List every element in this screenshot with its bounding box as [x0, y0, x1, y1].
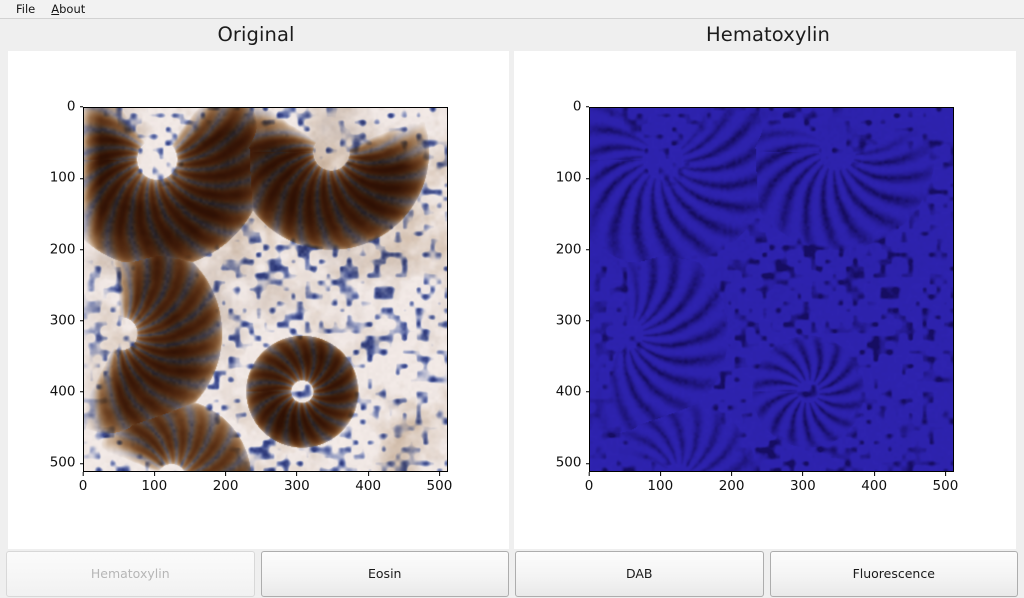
x-tick-mark — [296, 472, 298, 476]
y-tick-mark — [585, 462, 589, 464]
x-tick-mark — [659, 472, 661, 476]
panel-original: Original 0 100 200 300 400 500 0 100 200 300 400 5… — [0, 19, 512, 549]
y-tick-label: 400 — [555, 383, 582, 400]
y-tick-mark — [79, 106, 83, 108]
x-tick-label: 100 — [647, 477, 674, 494]
x-tick-400: 400 — [861, 472, 887, 493]
x-tick-mark — [367, 472, 369, 476]
x-tick-label: 0 — [584, 477, 594, 494]
x-tick-300: 300 — [790, 472, 816, 493]
stain-button-label: DAB — [625, 566, 653, 581]
stain-button-fluorescence[interactable]: Fluorescence — [769, 550, 1018, 597]
x-tick-mark — [225, 472, 227, 476]
y-tick-label: 500 — [49, 454, 76, 471]
x-tick-label: 300 — [789, 477, 816, 494]
panels-row: Original 0 100 200 300 400 500 0 100 200 300 400 5… — [0, 19, 1024, 549]
y-tick-label: 200 — [555, 240, 582, 257]
axes-hematoxylin[interactable]: 0 100 200 300 400 500 0 100 200 300 400 500 — [556, 100, 959, 492]
y-tick-0: 0 — [573, 100, 589, 114]
panel-hematoxylin: Hematoxylin 0 100 200 300 400 500 0 100 200 300 4… — [512, 19, 1024, 549]
stain-button-hematoxylin: Hematoxylin — [6, 550, 255, 597]
x-tick-300: 300 — [284, 472, 310, 493]
x-tick-mark — [802, 472, 804, 476]
plot-card-original[interactable]: 0 100 200 300 400 500 0 100 200 300 400 500 — [8, 51, 509, 549]
x-tick-mark — [82, 472, 84, 476]
y-tick-400: 400 — [556, 385, 589, 399]
x-tick-label: 400 — [861, 477, 888, 494]
y-tick-mark — [585, 320, 589, 322]
panel-title-hematoxylin: Hematoxylin — [512, 19, 1024, 51]
y-tick-200: 200 — [49, 240, 83, 257]
y-tick-label: 300 — [49, 312, 76, 329]
y-tick-label: 100 — [555, 169, 582, 186]
y-tick-label: 100 — [49, 169, 76, 186]
y-tick-100: 100 — [555, 169, 589, 186]
plot-card-hematoxylin[interactable]: 0 100 200 300 400 500 0 100 200 300 400 500 — [514, 51, 1016, 549]
y-tick-mark — [79, 177, 83, 179]
x-tick-0: 0 — [78, 472, 88, 494]
x-tick-mark — [588, 472, 590, 476]
x-tick-500: 500 — [426, 472, 453, 494]
stain-button-label: Fluorescence — [852, 566, 935, 581]
stain-button-eosin[interactable]: Eosin — [260, 550, 509, 597]
image-hematoxylin[interactable] — [590, 108, 953, 471]
y-tick-label: 0 — [572, 98, 582, 115]
x-tick-label: 400 — [355, 477, 382, 494]
x-tick-100: 100 — [647, 472, 673, 493]
x-tick-mark — [873, 472, 875, 476]
y-tick-mark — [585, 177, 589, 179]
menu-item-about[interactable]: About — [51, 2, 86, 16]
y-tick-400: 400 — [50, 385, 83, 399]
axes-original[interactable]: 0 100 200 300 400 500 0 100 200 300 400 500 — [50, 100, 453, 492]
x-tick-500: 500 — [932, 472, 959, 494]
menu-item-file[interactable]: File — [16, 2, 36, 16]
y-tick-mark — [585, 106, 589, 108]
y-tick-label: 500 — [555, 454, 582, 471]
stain-button-label: Eosin — [368, 566, 402, 581]
y-tick-500: 500 — [555, 454, 589, 471]
y-tick-0: 0 — [67, 100, 83, 114]
main-content: Original 0 100 200 300 400 500 0 100 200 300 400 5… — [0, 19, 1024, 598]
x-tick-label: 200 — [718, 477, 745, 494]
x-tick-label: 100 — [141, 477, 168, 494]
x-tick-label: 200 — [212, 477, 239, 494]
x-tick-200: 200 — [718, 472, 745, 494]
stain-button-bar: Hematoxylin Eosin DAB Fluorescence — [0, 549, 1024, 598]
x-tick-mark — [438, 472, 440, 476]
stain-button-dab[interactable]: DAB — [515, 550, 764, 597]
x-tick-label: 300 — [283, 477, 310, 494]
x-tick-400: 400 — [355, 472, 381, 493]
y-tick-500: 500 — [49, 454, 83, 471]
x-tick-label: 500 — [932, 477, 959, 494]
panel-title-original: Original — [0, 19, 512, 51]
y-tick-label: 0 — [66, 98, 76, 115]
y-tick-label: 200 — [49, 240, 76, 257]
x-tick-0: 0 — [584, 472, 594, 494]
y-tick-300: 300 — [50, 314, 83, 328]
y-tick-mark — [79, 320, 83, 322]
stain-button-label: Hematoxylin — [90, 566, 170, 581]
menu-bar: File About — [0, 0, 1024, 19]
axes-frame-hematoxylin — [589, 107, 954, 472]
y-tick-mark — [79, 249, 83, 251]
x-tick-mark — [153, 472, 155, 476]
x-tick-label: 0 — [78, 477, 88, 494]
axes-frame-original — [83, 107, 448, 472]
x-tick-label: 500 — [426, 477, 453, 494]
x-tick-100: 100 — [141, 472, 167, 493]
y-tick-mark — [585, 391, 589, 393]
y-tick-label: 400 — [49, 383, 76, 400]
y-tick-mark — [79, 391, 83, 393]
y-tick-label: 300 — [555, 312, 582, 329]
y-tick-300: 300 — [556, 314, 589, 328]
x-tick-mark — [731, 472, 733, 476]
x-tick-200: 200 — [212, 472, 239, 494]
y-tick-100: 100 — [49, 169, 83, 186]
image-original[interactable] — [84, 108, 447, 471]
y-tick-mark — [79, 462, 83, 464]
y-tick-200: 200 — [555, 240, 589, 257]
y-tick-mark — [585, 249, 589, 251]
x-tick-mark — [944, 472, 946, 476]
